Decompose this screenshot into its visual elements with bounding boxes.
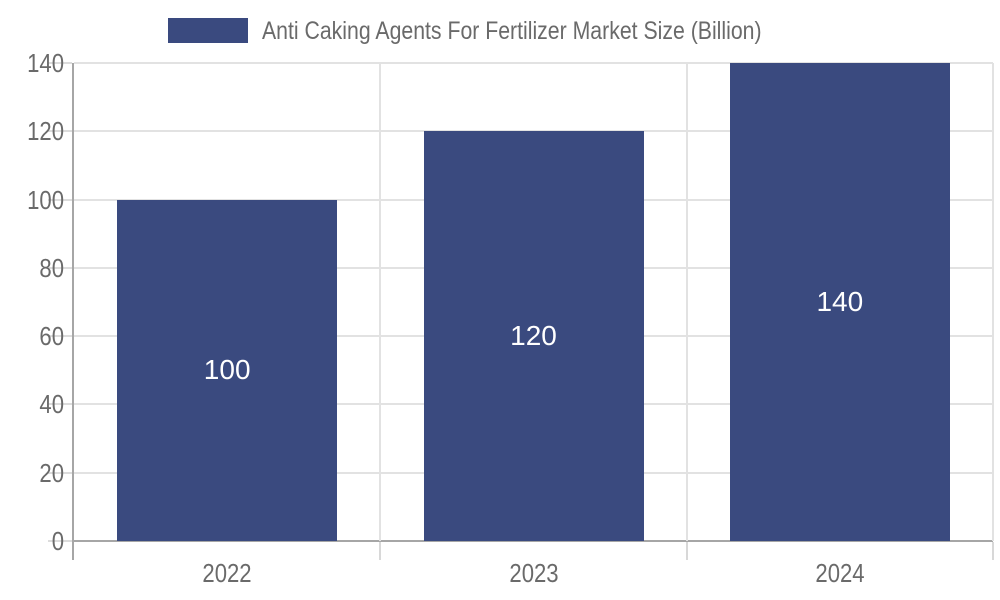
- x-tick-mark-3: [992, 542, 994, 560]
- y-tick-label-120: 120: [27, 116, 65, 147]
- y-tick-label-0: 0: [51, 526, 64, 556]
- y-tick-mark-120: [48, 130, 72, 133]
- y-tick-mark-140: [48, 62, 72, 64]
- gridline-x-boundary-3: [992, 63, 994, 541]
- x-tick-label-2023: 2023: [508, 558, 559, 588]
- y-tick-mark-0: [48, 540, 72, 542]
- y-tick-mark-40: [48, 403, 72, 406]
- chart-legend: Anti Caking Agents For Fertilizer Market…: [0, 0, 1000, 56]
- x-tick-mark-2: [685, 542, 688, 560]
- y-tick-label-60: 60: [39, 321, 64, 352]
- gridline-y-140: [74, 62, 993, 64]
- x-tick-label-2024: 2024: [815, 558, 865, 588]
- gridline-x-boundary-2: [685, 63, 688, 541]
- y-tick-mark-100: [48, 198, 72, 201]
- y-tick-label-140: 140: [27, 48, 65, 78]
- y-tick-mark-80: [48, 266, 72, 269]
- y-tick-label-20: 20: [39, 457, 64, 488]
- y-tick-label-40: 40: [39, 389, 64, 420]
- bar-value-label-2022: 100: [203, 354, 251, 386]
- plot-area: 100 120 140: [74, 62, 994, 541]
- chart-title: Anti Caking Agents For Fertilizer Market…: [262, 17, 762, 45]
- bar-2024: [729, 63, 950, 541]
- x-axis-line: [72, 540, 993, 542]
- x-tick-label-2022: 2022: [202, 558, 252, 588]
- bar-value-label-2023: 120: [510, 320, 557, 352]
- y-tick-label-80: 80: [39, 252, 64, 283]
- y-tick-mark-20: [48, 471, 72, 474]
- bar-2023: [423, 131, 644, 541]
- legend-swatch: [168, 18, 248, 43]
- y-tick-mark-60: [48, 335, 72, 338]
- bar-value-label-2024: 140: [816, 286, 864, 317]
- y-tick-label-100: 100: [27, 184, 65, 215]
- gridline-x-boundary-1: [379, 63, 382, 541]
- bar-2022: [117, 199, 338, 541]
- x-tick-mark-1: [379, 542, 382, 560]
- y-axis-line: [72, 63, 74, 560]
